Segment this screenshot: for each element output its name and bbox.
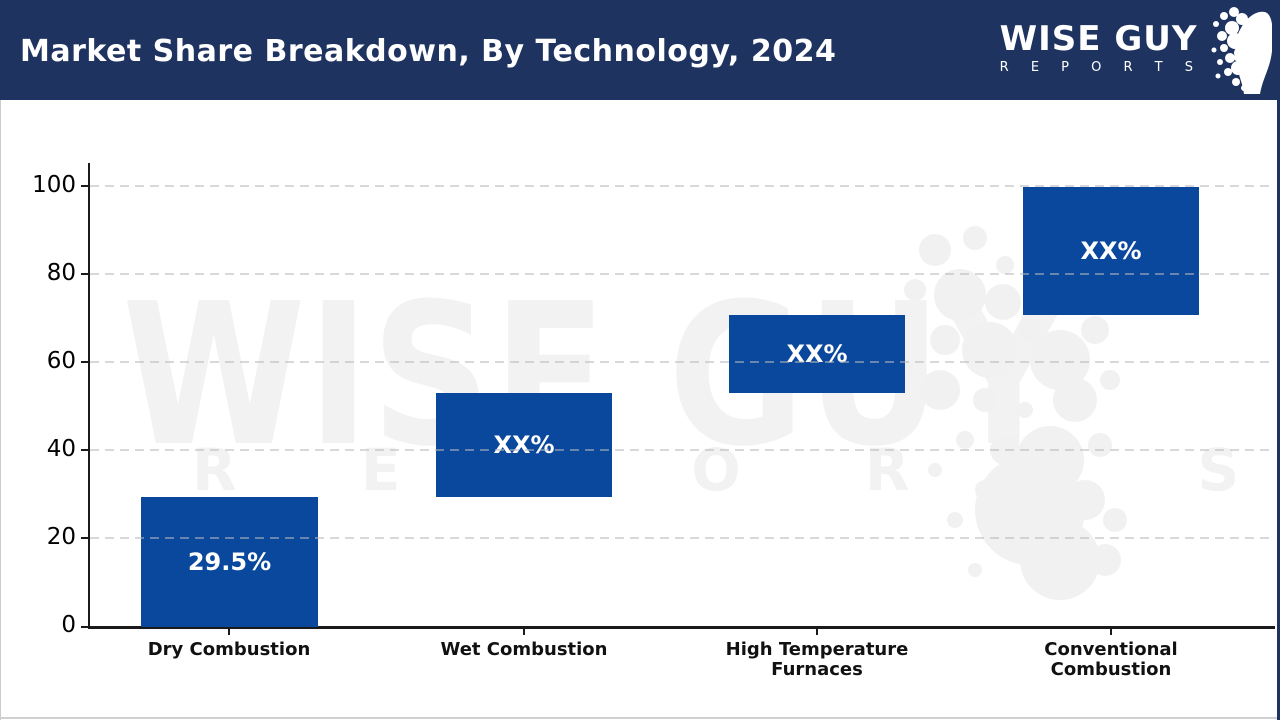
gridline-100 — [90, 185, 1275, 187]
gridline-20 — [90, 537, 1275, 539]
y-tick-label: 20 — [46, 524, 76, 550]
chart-title: Market Share Breakdown, By Technology, 2… — [20, 34, 837, 69]
y-tick — [81, 273, 88, 275]
y-tick — [81, 626, 88, 628]
bar-value-label: XX% — [493, 431, 555, 459]
x-category-label: Conventional Combustion — [1044, 639, 1178, 680]
brand-logo-subtext: R E P O R T S — [999, 60, 1202, 75]
bar-value-label: 29.5% — [187, 548, 272, 576]
x-tick — [816, 629, 818, 635]
brand-head-icon — [1211, 7, 1272, 94]
x-tick — [228, 629, 230, 635]
x-category-label: High Temperature Furnaces — [725, 639, 909, 680]
x-tick — [1110, 629, 1112, 635]
y-tick-label: 0 — [61, 612, 76, 638]
bar-value-label: XX% — [1080, 237, 1142, 265]
y-axis-line — [88, 163, 90, 627]
gridline-60 — [90, 361, 1275, 363]
y-tick — [81, 449, 88, 451]
frame-border-left — [0, 100, 1, 720]
x-category-label: Dry Combustion — [147, 639, 311, 660]
header-band: Market Share Breakdown, By Technology, 2… — [0, 0, 1280, 100]
bar-conventional-combustion: XX% — [1023, 187, 1199, 315]
x-tick — [523, 629, 525, 635]
bar-high-temperature-furnaces: XX% — [729, 315, 905, 393]
frame-border-bottom — [0, 717, 1280, 719]
gridline-80 — [90, 273, 1275, 275]
frame-border-right — [1277, 0, 1280, 720]
bar-value-label: XX% — [786, 340, 848, 368]
y-tick-label: 60 — [46, 348, 76, 374]
gridline-40 — [90, 449, 1275, 451]
brand-logo: WISE GUY R E P O R T S — [1000, 22, 1202, 75]
y-tick — [81, 537, 88, 539]
y-tick — [81, 361, 88, 363]
y-tick-label: 100 — [32, 172, 76, 198]
y-tick — [81, 185, 88, 187]
brand-logo-text: WISE GUY — [999, 19, 1198, 59]
y-tick-label: 80 — [46, 260, 76, 286]
x-axis-line — [88, 626, 1275, 629]
y-tick-label: 40 — [46, 436, 76, 462]
x-category-label: Wet Combustion — [440, 639, 608, 660]
bar-dry-combustion: 29.5% — [141, 497, 318, 627]
bar-wet-combustion: XX% — [436, 393, 612, 497]
